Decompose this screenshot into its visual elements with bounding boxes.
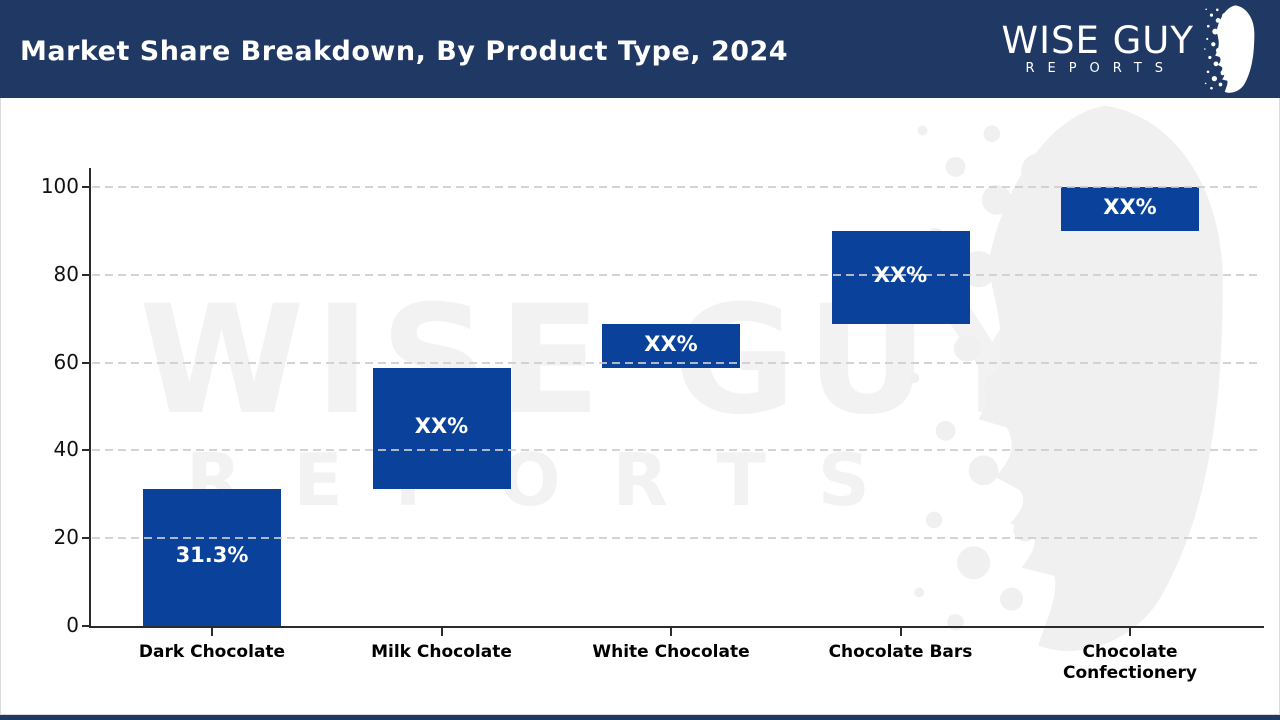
bar-value-label: 31.3% xyxy=(175,543,249,568)
bar-segment xyxy=(602,323,740,368)
y-tick xyxy=(82,186,90,188)
x-tick xyxy=(899,628,902,636)
logo-wordmark: WISE GUY xyxy=(1001,19,1194,63)
bar-value-label: XX% xyxy=(414,414,469,439)
bar-value-label: XX% xyxy=(873,263,928,288)
logo-text: WISE GUY REPORTS xyxy=(1001,19,1194,76)
watermark-face-icon xyxy=(909,105,1223,652)
gridline xyxy=(92,186,1257,188)
bottom-accent-bar xyxy=(0,715,1280,720)
category-label: White Chocolate xyxy=(592,642,750,662)
plot-area: 0 20 40 60 80 100 31.3% Dark Chocolate XX% Milk C… xyxy=(1,98,1279,714)
x-tick xyxy=(670,628,672,636)
wise-guy-logo: WISE GUY REPORTS xyxy=(1002,4,1272,94)
bar-segment xyxy=(831,230,970,324)
x-axis-line xyxy=(89,626,1264,628)
bar-value-label: XX% xyxy=(644,331,698,356)
y-tick xyxy=(82,537,90,540)
x-tick xyxy=(211,628,213,636)
y-tick-label: 40 xyxy=(53,437,79,462)
y-tick-label: 80 xyxy=(53,261,79,286)
title-banner: Market Share Breakdown, By Product Type,… xyxy=(0,0,1280,98)
chart-canvas: WISE GUY REPORTS 0 20 40 60 80 100 31.3% Dark C… xyxy=(0,98,1280,715)
bar-segment xyxy=(143,488,281,626)
bar-value-label: XX% xyxy=(1103,194,1157,219)
category-label: Milk Chocolate xyxy=(371,642,512,662)
category-label: Chocolate Confectionery xyxy=(1063,642,1197,684)
y-tick xyxy=(82,625,90,627)
category-label: Dark Chocolate xyxy=(138,642,286,662)
gridline xyxy=(92,449,1257,452)
logo-subtext: REPORTS xyxy=(1025,60,1177,76)
y-tick xyxy=(82,273,90,276)
y-tick-label: 60 xyxy=(53,349,79,374)
bar-segment xyxy=(1061,187,1199,231)
watermark-subtext: REPORTS xyxy=(186,438,922,522)
page-title: Market Share Breakdown, By Product Type,… xyxy=(20,36,789,67)
y-tick-label: 0 xyxy=(66,613,79,637)
face-profile-icon xyxy=(1204,5,1255,93)
y-tick xyxy=(82,449,90,452)
y-axis-line xyxy=(89,168,91,628)
gridline xyxy=(92,273,1257,276)
y-tick xyxy=(82,361,90,364)
x-tick xyxy=(440,628,443,636)
gridline xyxy=(92,361,1257,364)
y-tick-label: 100 xyxy=(40,174,79,198)
gridline xyxy=(92,537,1257,540)
x-tick xyxy=(1129,628,1131,636)
category-label: Chocolate Bars xyxy=(828,642,973,662)
y-tick-label: 20 xyxy=(53,525,79,550)
bar-segment xyxy=(372,367,511,489)
